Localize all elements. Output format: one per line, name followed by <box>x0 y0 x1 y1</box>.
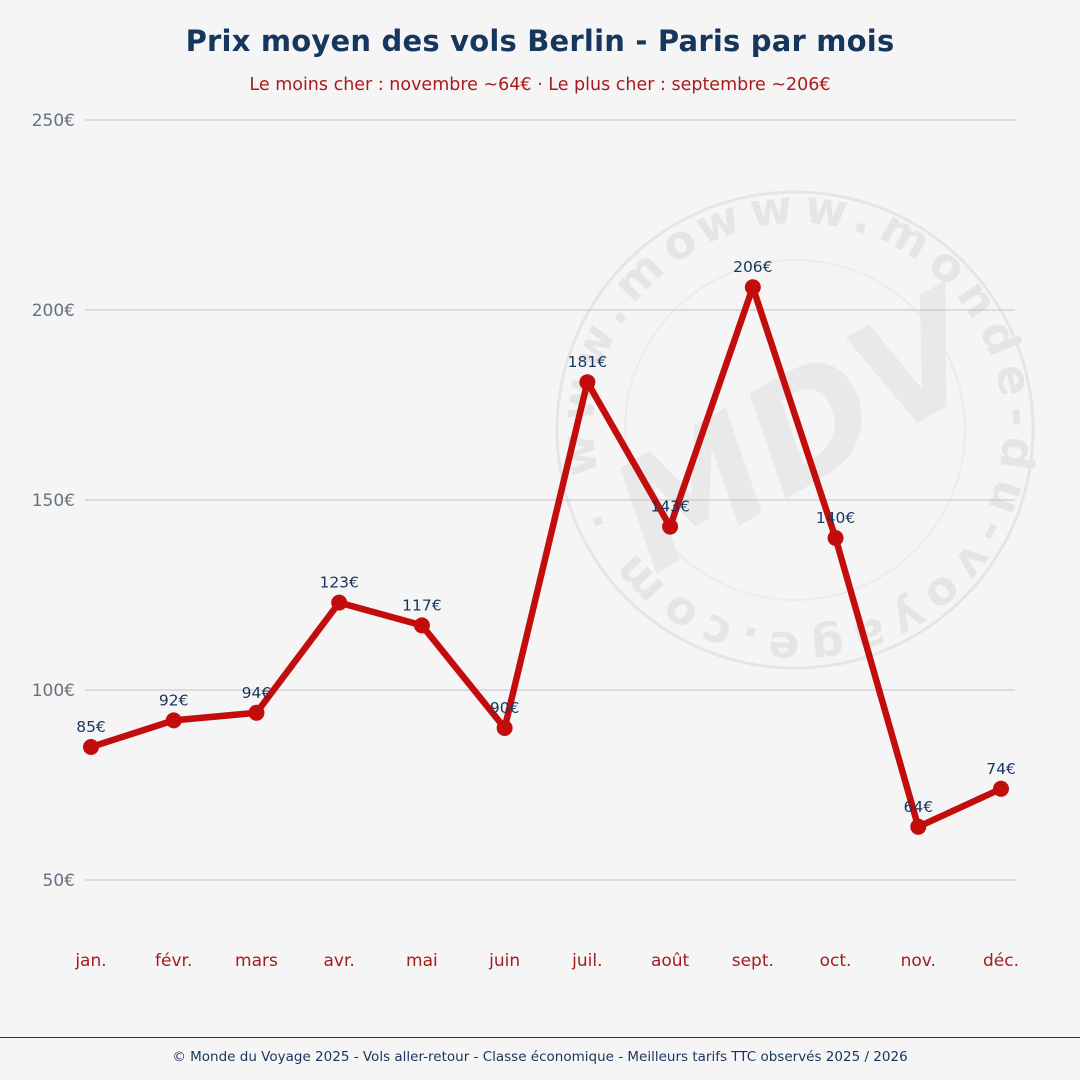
x-tick-label: nov. <box>901 951 936 971</box>
x-tick-label: oct. <box>820 951 852 971</box>
y-tick-label: 100€ <box>32 681 75 701</box>
data-point <box>662 518 679 535</box>
data-point <box>83 739 99 755</box>
data-point <box>331 594 348 611</box>
data-point <box>165 712 182 729</box>
x-tick-label: sept. <box>732 951 774 971</box>
x-tick-label: févr. <box>155 951 192 971</box>
point-value-label: 74€ <box>986 760 1016 778</box>
point-value-label: 90€ <box>490 699 520 717</box>
price-line-chart: www.monde-du-voyage.com · www.monde-du-v… <box>0 100 1080 1010</box>
point-value-label: 64€ <box>903 798 933 816</box>
x-tick-label: avr. <box>324 951 355 971</box>
y-tick-label: 200€ <box>32 301 75 321</box>
x-tick-label: juil. <box>571 951 602 971</box>
chart-title: Prix moyen des vols Berlin - Paris par m… <box>185 24 895 58</box>
data-point <box>744 279 761 296</box>
y-tick-label: 250€ <box>32 111 75 131</box>
point-value-label: 85€ <box>76 718 106 736</box>
chart-subtitle: Le moins cher : novembre ~64€ · Le plus … <box>249 75 831 95</box>
data-point <box>910 818 927 835</box>
point-value-label: 92€ <box>159 691 189 709</box>
point-value-label: 143€ <box>650 498 689 516</box>
point-value-label: 181€ <box>568 353 607 371</box>
x-tick-label: déc. <box>983 951 1019 971</box>
data-point <box>993 780 1009 797</box>
data-point <box>579 374 596 391</box>
data-point <box>827 530 844 546</box>
watermark-circle-text: www.monde-du-voyage.com · www.monde-du-v… <box>0 100 1080 1010</box>
point-value-label: 140€ <box>816 509 855 527</box>
footer: © Monde du Voyage 2025 - Vols aller-reto… <box>0 1037 1080 1065</box>
price-line <box>87 283 1005 831</box>
x-tick-label: juin <box>488 951 520 971</box>
watermark: www.monde-du-voyage.com · www.monde-du-v… <box>0 100 1080 1010</box>
data-point <box>248 704 265 721</box>
point-value-label: 123€ <box>319 574 358 592</box>
y-tick-label: 150€ <box>32 491 75 511</box>
footer-text: © Monde du Voyage 2025 - Vols aller-reto… <box>172 1049 908 1065</box>
x-tick-label: août <box>651 951 690 971</box>
point-value-label: 206€ <box>733 258 772 276</box>
x-tick-label: mars <box>235 951 278 971</box>
x-tick-label: mai <box>406 951 438 971</box>
x-tick-label: jan. <box>74 951 106 971</box>
data-point <box>413 617 430 634</box>
point-value-label: 117€ <box>402 596 441 614</box>
data-point <box>496 720 513 736</box>
y-tick-label: 50€ <box>43 871 75 891</box>
point-value-label: 94€ <box>242 684 272 702</box>
